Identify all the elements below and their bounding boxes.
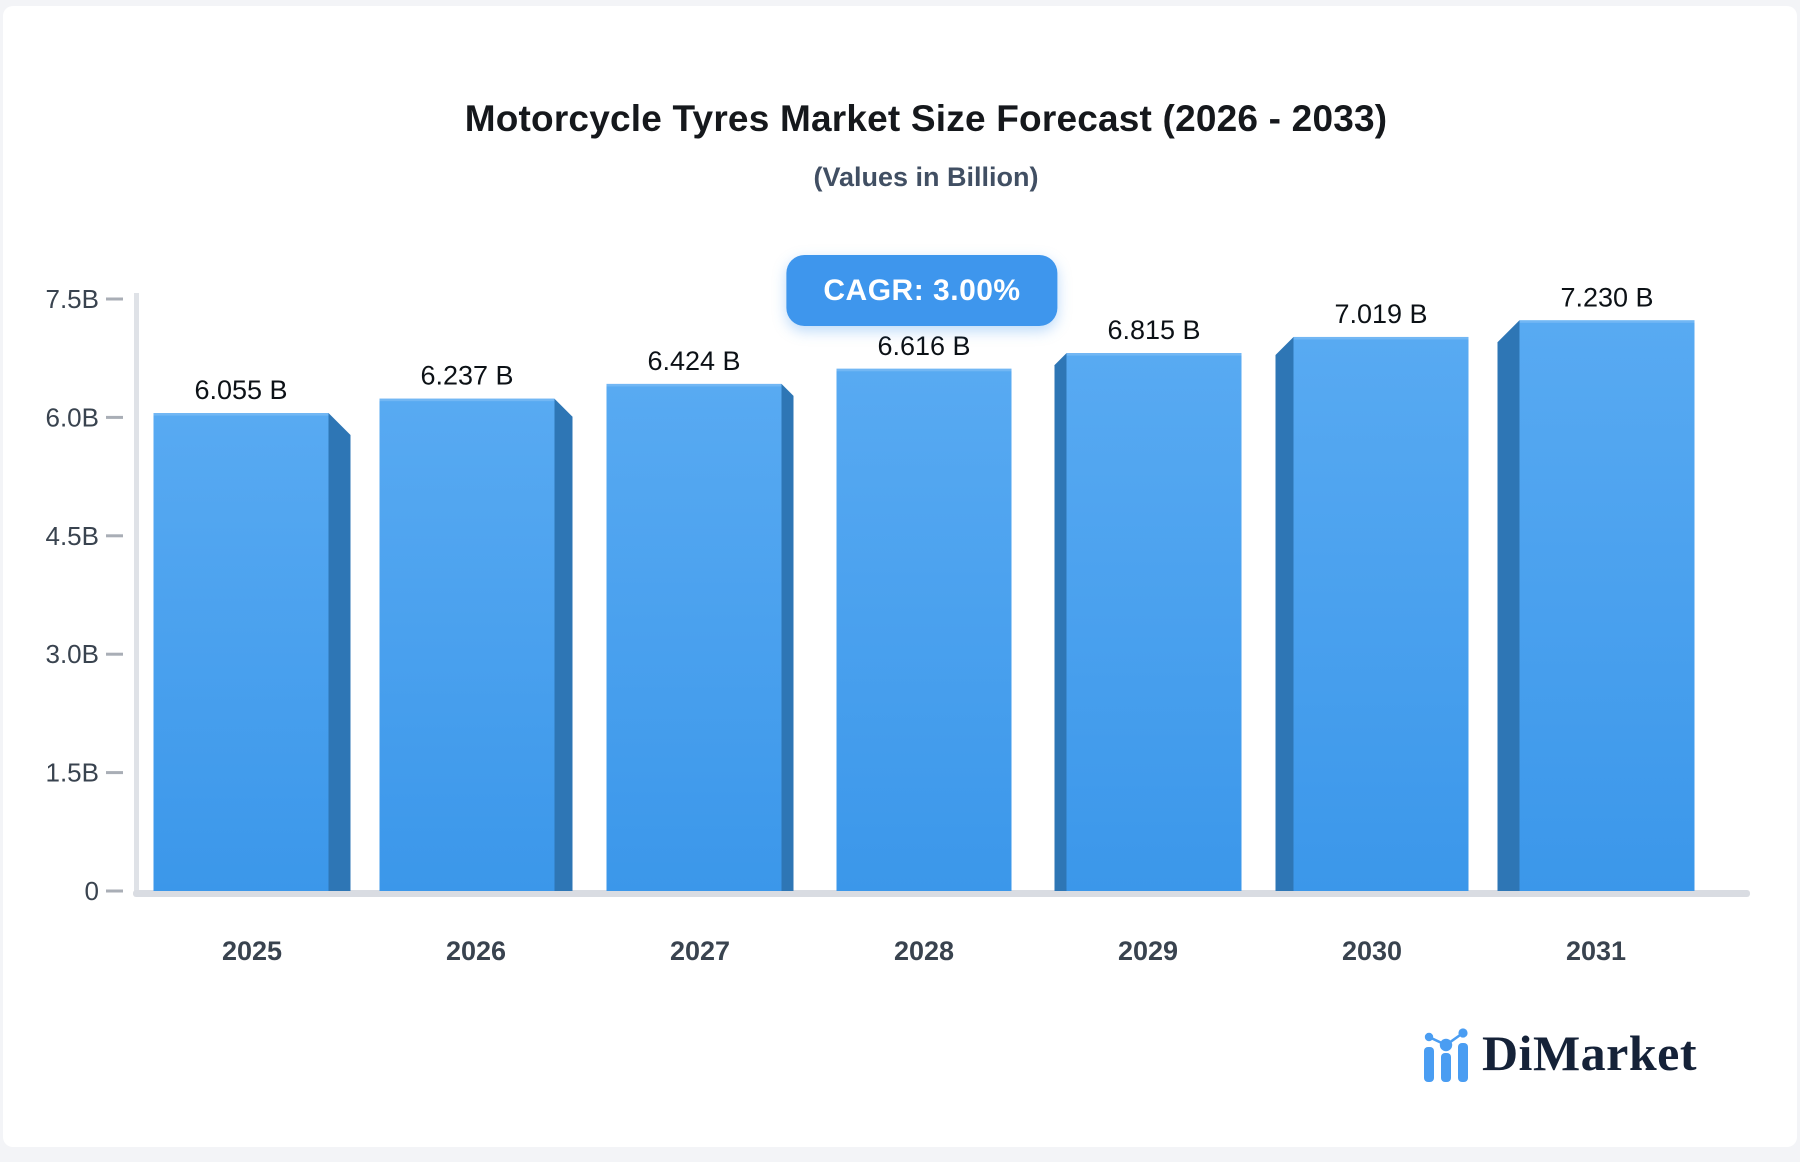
brand-logo-text: DiMarket bbox=[1481, 1025, 1697, 1081]
bar-top-edge bbox=[153, 413, 329, 416]
bar-top-edge bbox=[606, 383, 782, 387]
bar-chart: 0 1.5B 3.0B 4.5B 6.0B 7.5B 6.055 B 2025 6.237 B 2… bbox=[46, 282, 1750, 966]
y-tick-label-1.5B: 1.5B bbox=[46, 758, 100, 788]
x-tick-label-2026: 2026 bbox=[446, 936, 506, 966]
bar-front-face bbox=[836, 368, 1012, 891]
bar-top-edge bbox=[1519, 320, 1695, 323]
bar-front-face bbox=[606, 383, 782, 891]
bar-side-face bbox=[1275, 336, 1294, 891]
y-axis-line bbox=[134, 293, 139, 891]
bar-2030[interactable] bbox=[1275, 336, 1469, 891]
value-label-2028: 6.616 B bbox=[877, 331, 970, 361]
y-tick-label-7.5B: 7.5B bbox=[46, 284, 100, 314]
bar-front-face bbox=[1519, 320, 1695, 891]
bar-top-edge bbox=[1066, 353, 1242, 356]
bar-2025[interactable] bbox=[153, 413, 351, 891]
bar-front-face bbox=[379, 398, 555, 891]
bar-side-face bbox=[328, 413, 351, 891]
x-tick-label-2030: 2030 bbox=[1342, 936, 1402, 966]
y-tick-dash bbox=[106, 534, 123, 538]
value-label-2031: 7.230 B bbox=[1560, 282, 1653, 312]
value-label-2025: 6.055 B bbox=[194, 375, 287, 405]
x-axis-baseline bbox=[133, 890, 1750, 897]
bar-top-edge bbox=[1293, 336, 1469, 340]
y-tick-dash bbox=[106, 297, 123, 301]
x-tick-label-2031: 2031 bbox=[1566, 936, 1626, 966]
x-tick-label-2029: 2029 bbox=[1118, 936, 1178, 966]
chart-card: Motorcycle Tyres Market Size Forecast (2… bbox=[3, 6, 1797, 1147]
y-tick-label-3.0B: 3.0B bbox=[46, 639, 100, 669]
bar-side-face bbox=[1054, 353, 1067, 891]
value-label-2027: 6.424 B bbox=[647, 346, 740, 376]
x-tick-label-2028: 2028 bbox=[894, 936, 954, 966]
y-tick-dash bbox=[106, 771, 123, 775]
bar-side-face bbox=[554, 398, 573, 891]
bar-chart-logo-icon bbox=[1423, 1028, 1468, 1082]
bar-top-edge bbox=[379, 398, 555, 402]
y-tick-dash bbox=[106, 652, 123, 656]
bar-side-face bbox=[1497, 320, 1520, 891]
value-label-2030: 7.019 B bbox=[1334, 299, 1427, 329]
y-tick-label-4.5B: 4.5B bbox=[46, 521, 100, 551]
cagr-badge: CAGR: 3.00% bbox=[786, 255, 1058, 326]
bar-2029[interactable] bbox=[1054, 353, 1242, 891]
bar-2028[interactable] bbox=[836, 368, 1012, 891]
bar-2026[interactable] bbox=[379, 398, 573, 891]
brand-logo: DiMarket bbox=[1423, 1024, 1697, 1082]
value-label-2026: 6.237 B bbox=[420, 361, 513, 391]
bar-front-face bbox=[153, 413, 329, 891]
x-tick-label-2027: 2027 bbox=[670, 936, 730, 966]
bar-2027[interactable] bbox=[606, 383, 794, 891]
value-label-2029: 6.815 B bbox=[1107, 315, 1200, 345]
bar-front-face bbox=[1293, 336, 1469, 891]
bar-front-face bbox=[1066, 353, 1242, 891]
x-tick-label-2025: 2025 bbox=[222, 936, 282, 966]
y-tick-dash bbox=[106, 415, 123, 419]
y-tick-label-6.0B: 6.0B bbox=[46, 402, 100, 432]
y-tick-label-0: 0 bbox=[85, 876, 99, 906]
y-tick-dash bbox=[106, 889, 123, 893]
bar-top-edge bbox=[836, 368, 1012, 372]
bar-side-face bbox=[781, 383, 794, 891]
bar-2031[interactable] bbox=[1497, 320, 1695, 891]
